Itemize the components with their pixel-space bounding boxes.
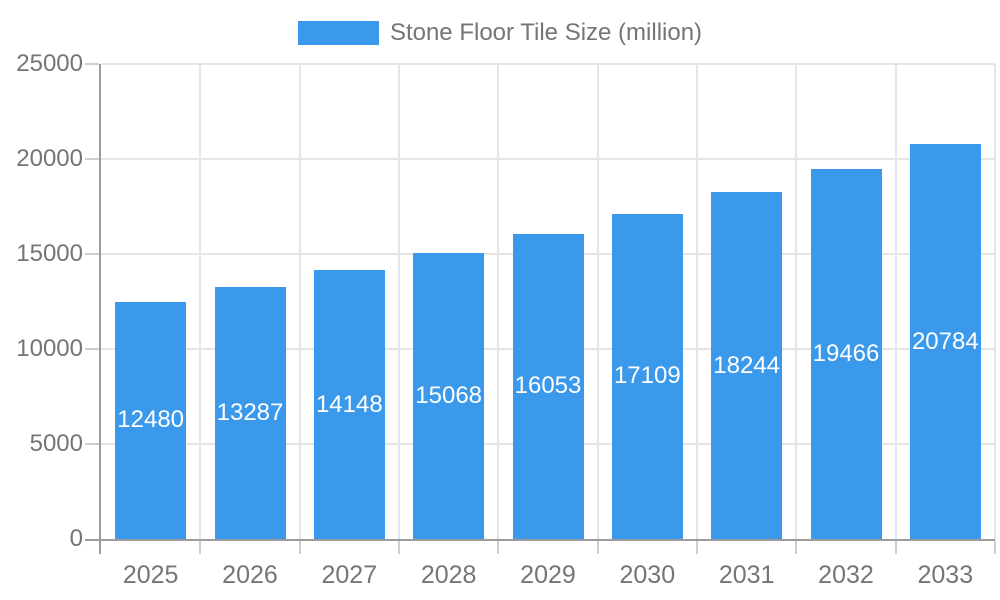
bar-value-label: 16053 (514, 372, 582, 400)
bar[interactable]: 20784 (909, 144, 981, 539)
y-tick-label: 5000 (29, 430, 83, 457)
x-axis-tick (994, 541, 996, 554)
v-gridline (795, 64, 798, 539)
bar[interactable]: 16053 (512, 233, 584, 539)
plot-area: 12480 13287 14148 15068 16053 17109 18244 19466… (101, 63, 996, 539)
v-gridline (497, 64, 500, 539)
bar[interactable]: 18244 (711, 192, 783, 539)
bar-value-label: 12480 (117, 406, 185, 434)
x-tick-label: 2025 (122, 561, 179, 589)
bar[interactable]: 17109 (611, 213, 683, 539)
x-axis-line (85, 539, 995, 541)
x-axis-tick (696, 541, 698, 554)
x-tick-label: 2031 (718, 561, 775, 589)
bar[interactable]: 19466 (810, 169, 882, 539)
bar[interactable]: 12480 (115, 301, 187, 539)
bar-value-label: 18244 (713, 351, 781, 379)
y-tick-label: 10000 (16, 335, 83, 362)
bar[interactable]: 15068 (413, 252, 485, 539)
x-axis-tick (199, 541, 202, 554)
x-tick-label: 2032 (818, 561, 874, 589)
x-tick-label: 2028 (420, 561, 477, 589)
v-gridline (199, 64, 202, 539)
legend-label: Stone Floor Tile Size (million) (389, 19, 703, 46)
y-tick-label: 25000 (16, 50, 83, 77)
bar[interactable]: 13287 (214, 286, 286, 539)
y-tick-label: 0 (69, 525, 83, 552)
x-axis-tick (497, 541, 500, 554)
legend-swatch (297, 21, 379, 45)
v-gridline (894, 64, 897, 539)
y-axis-tick (85, 158, 99, 160)
y-axis-tick (85, 253, 99, 255)
h-gridline (101, 158, 995, 160)
v-gridline (398, 64, 400, 539)
y-axis-tick (85, 63, 99, 65)
bar-value-label: 17109 (613, 362, 681, 390)
x-axis-tick (894, 541, 897, 554)
v-gridline (596, 64, 599, 539)
bar-value-label: 13287 (216, 398, 284, 426)
chart-legend[interactable]: Stone Floor Tile Size (million) (0, 20, 1000, 46)
x-tick-label: 2033 (917, 561, 974, 589)
y-axis-line (99, 64, 101, 554)
h-gridline (101, 63, 995, 65)
v-gridline (696, 64, 698, 539)
y-axis-tick (85, 443, 99, 445)
x-axis-tick (596, 541, 599, 554)
y-tick-label: 20000 (16, 145, 83, 172)
x-axis-tick (795, 541, 798, 554)
v-gridline (298, 64, 301, 539)
bar-value-label: 19466 (812, 340, 880, 368)
x-tick-label: 2027 (321, 561, 378, 589)
x-tick-label: 2030 (619, 561, 676, 589)
x-axis-tick (398, 541, 400, 554)
y-axis-tick (85, 348, 99, 350)
bar[interactable]: 14148 (313, 270, 385, 539)
bar-value-label: 15068 (415, 381, 483, 409)
bar-value-label: 20784 (911, 327, 979, 355)
v-gridline (994, 64, 996, 539)
bar-value-label: 14148 (315, 390, 383, 418)
y-tick-label: 15000 (16, 240, 83, 267)
x-axis-tick (298, 541, 301, 554)
x-tick-label: 2026 (222, 561, 278, 589)
x-tick-label: 2029 (520, 561, 576, 589)
